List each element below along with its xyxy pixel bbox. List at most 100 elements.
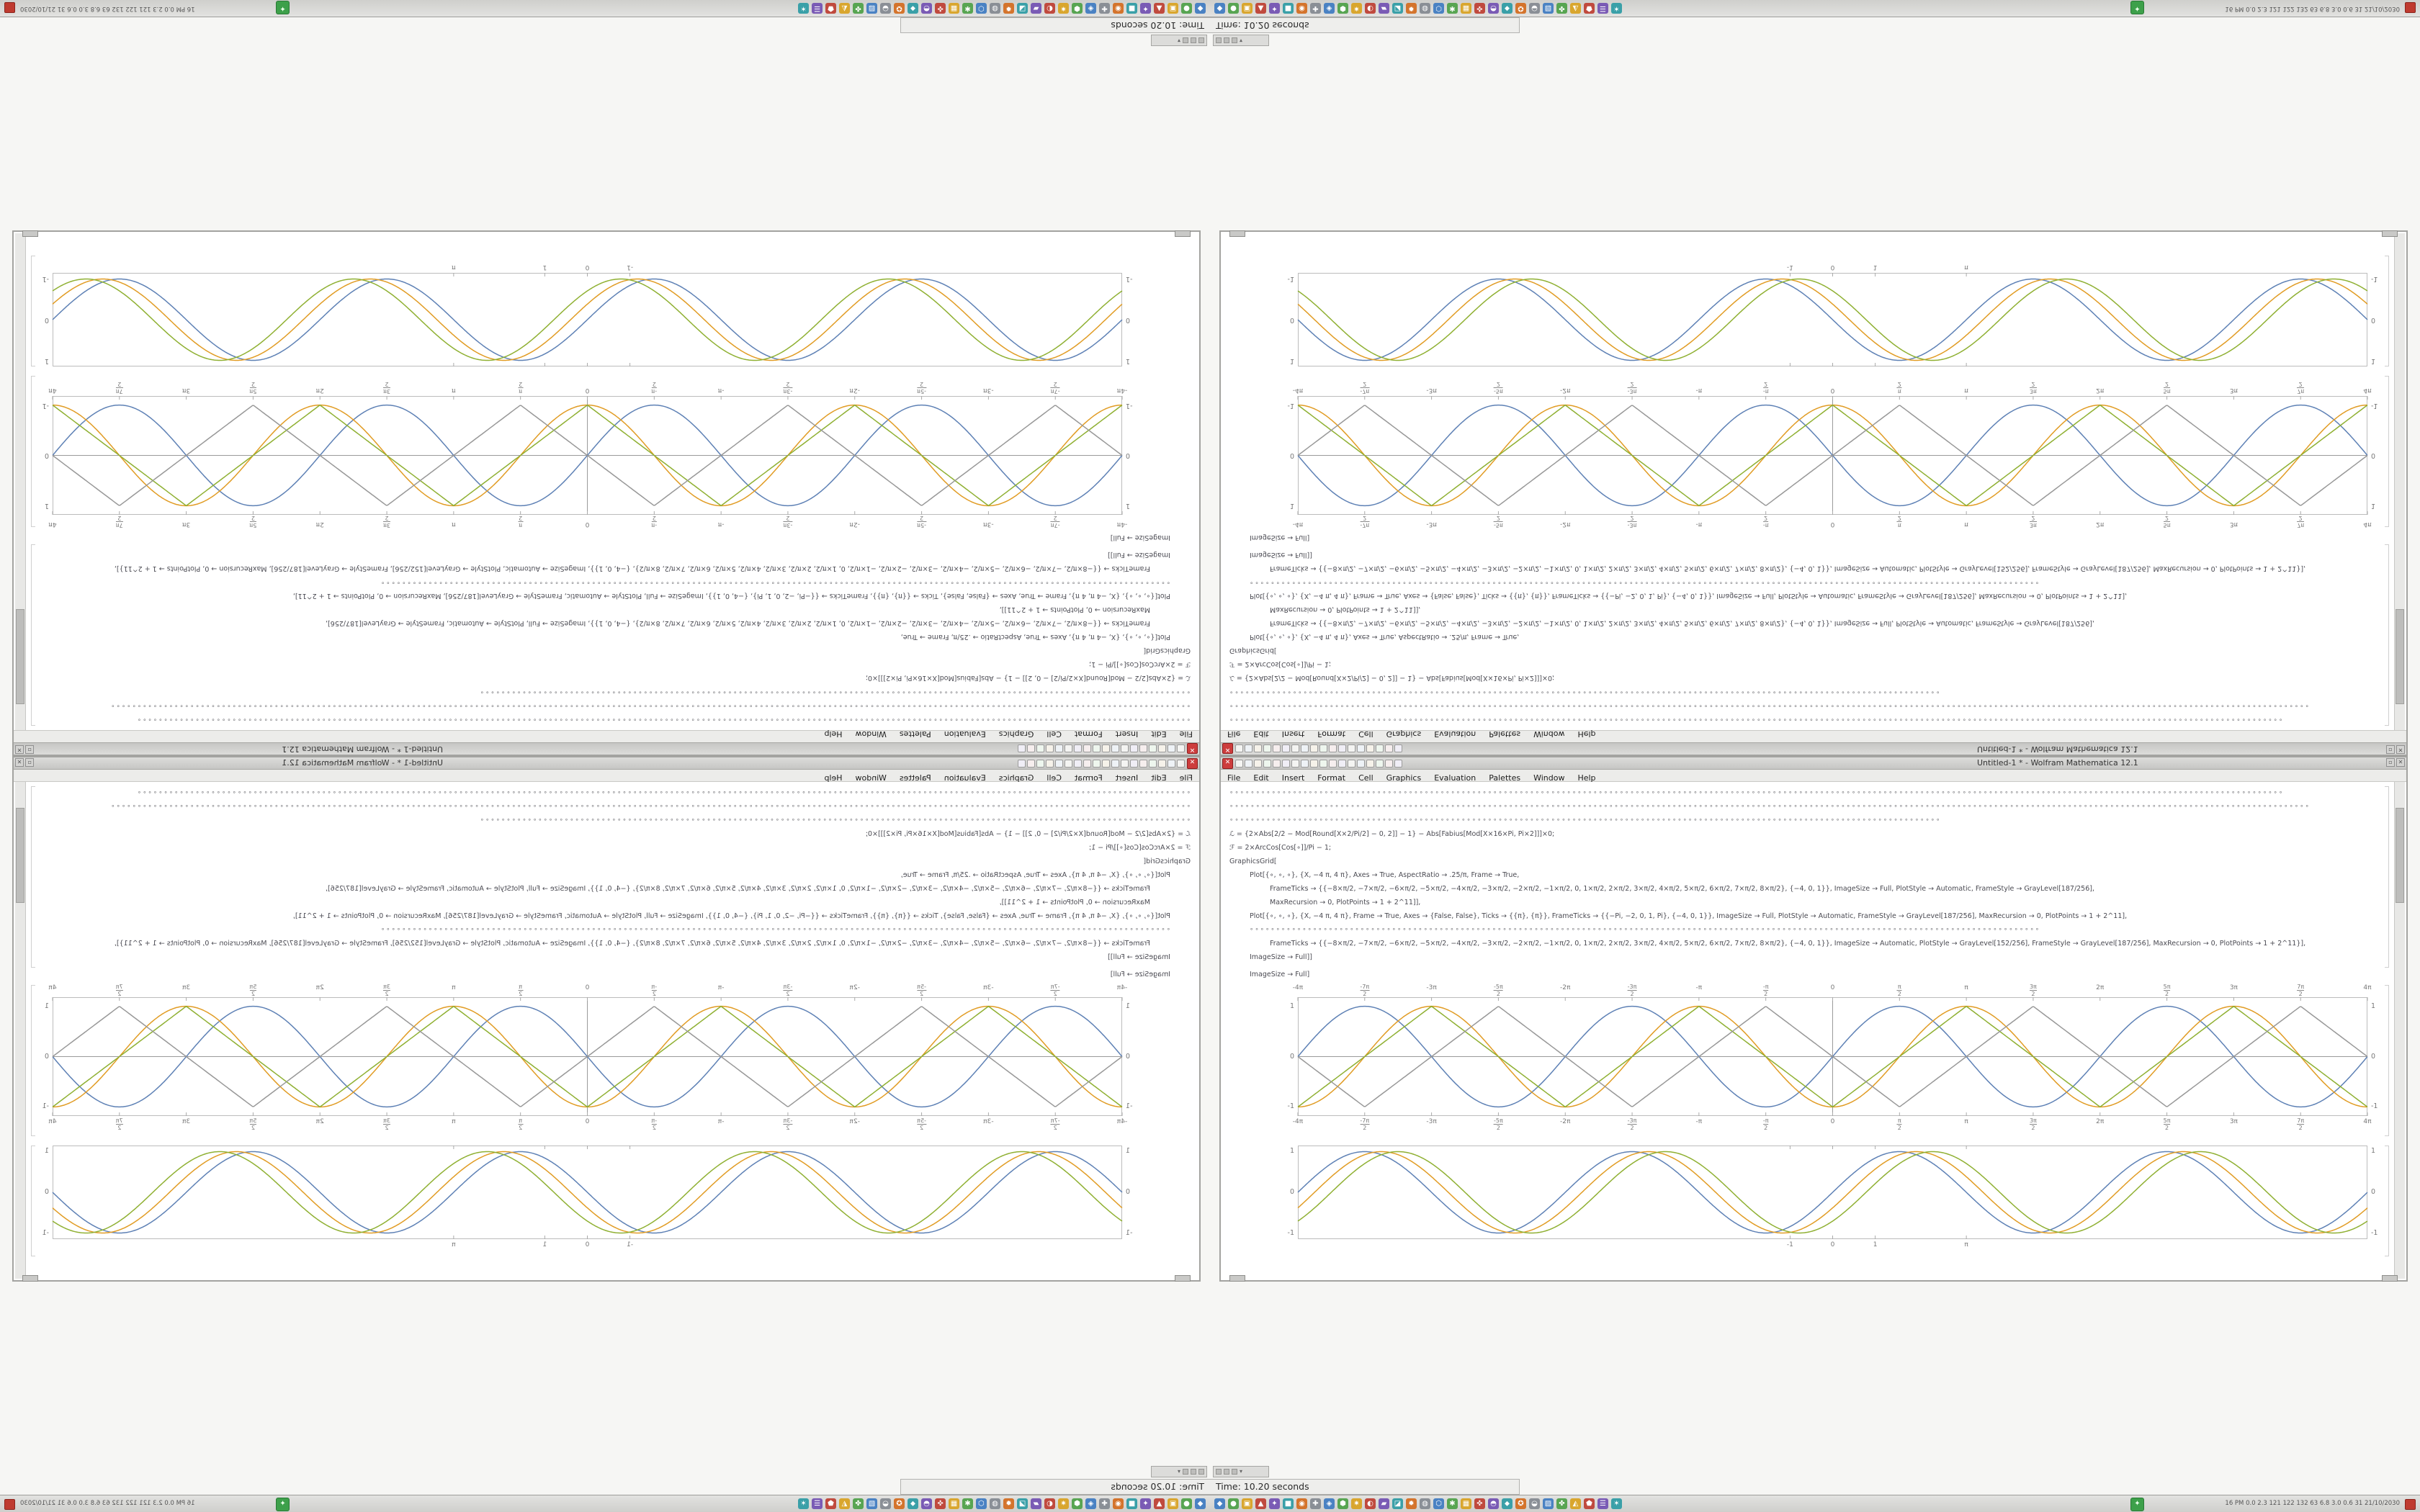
cell-bracket[interactable] bbox=[2385, 256, 2389, 366]
code-line[interactable]: ℒ = {2×Abs[2/2 − Mod[Round[X×2/Pi/2] − 0… bbox=[1229, 674, 1555, 682]
launcher-icon-2[interactable]: ● bbox=[1181, 1498, 1192, 1509]
help-icon[interactable] bbox=[1394, 744, 1402, 753]
launcher-icon-7[interactable]: ◉ bbox=[1296, 3, 1307, 14]
launcher-icon-20[interactable]: ✜ bbox=[935, 3, 946, 14]
launcher-icon-24[interactable]: ◒ bbox=[880, 3, 891, 14]
paste-icon[interactable] bbox=[1291, 744, 1299, 753]
launcher-icon-21[interactable]: ◓ bbox=[921, 3, 932, 14]
code-line[interactable]: FrameTicks → {{−8×π/2, −7×π/2, −6×π/2, −… bbox=[1270, 564, 2306, 572]
launcher-icon-25[interactable]: ▨ bbox=[866, 1498, 877, 1509]
print-icon[interactable] bbox=[1263, 759, 1271, 768]
palette-icon[interactable] bbox=[1074, 759, 1082, 768]
undo-icon[interactable] bbox=[1111, 759, 1119, 768]
launcher-icon-22[interactable]: ⬥ bbox=[1502, 1498, 1512, 1509]
menu-item-palettes[interactable]: Palettes bbox=[1489, 729, 1521, 739]
chip-button[interactable] bbox=[1232, 1469, 1237, 1475]
launcher-icon-30[interactable]: ✶ bbox=[798, 3, 809, 14]
launcher-icon-22[interactable]: ⬥ bbox=[1502, 3, 1512, 14]
timer-window[interactable]: Time: 10.20 seconds bbox=[1210, 1479, 1520, 1495]
code-line[interactable]: ∘∘∘∘∘∘∘∘∘∘∘∘∘∘∘∘∘∘∘∘∘∘∘∘∘∘∘∘∘∘∘∘∘∘∘∘∘∘∘∘… bbox=[1229, 816, 1942, 824]
code-line[interactable]: ImageSize → Full]] bbox=[1250, 953, 1312, 961]
launcher-icon-3[interactable]: ▣ bbox=[1168, 3, 1178, 14]
chip-button[interactable] bbox=[1198, 1469, 1204, 1475]
timer-window[interactable]: Time: 10.20 seconds bbox=[900, 1479, 1210, 1495]
code-line[interactable]: ∘∘∘∘∘∘∘∘∘∘∘∘∘∘∘∘∘∘∘∘∘∘∘∘∘∘∘∘∘∘∘∘∘∘∘∘∘∘∘∘… bbox=[109, 803, 1191, 810]
chip-button[interactable] bbox=[1216, 1469, 1222, 1475]
resize-handle-bottom-right[interactable] bbox=[22, 1275, 38, 1282]
code-line[interactable]: MaxRecursion → 0, PlotPoints → 1 + 2^11]… bbox=[1270, 606, 1421, 613]
code-line[interactable]: ∘∘∘∘∘∘∘∘∘∘∘∘∘∘∘∘∘∘∘∘∘∘∘∘∘∘∘∘∘∘∘∘∘∘∘∘∘∘∘∘… bbox=[379, 579, 1170, 586]
launcher-icon-24[interactable]: ◒ bbox=[1529, 3, 1540, 14]
minimized-window-chip[interactable]: ▾ bbox=[1151, 35, 1207, 46]
code-cell-tail[interactable]: ImageSize → Full] bbox=[1250, 971, 1310, 978]
cell-bracket[interactable] bbox=[31, 1146, 35, 1256]
minimize-button[interactable]: ▫ bbox=[25, 745, 34, 754]
launcher-icon-15[interactable]: ✹ bbox=[1406, 3, 1417, 14]
menu-item-cell[interactable]: Cell bbox=[1047, 729, 1062, 739]
help-icon[interactable] bbox=[1018, 744, 1026, 753]
open-icon[interactable] bbox=[1245, 744, 1252, 753]
tray-green-icon[interactable]: ✦ bbox=[276, 1, 290, 14]
launcher-icon-29[interactable]: ☰ bbox=[812, 1498, 823, 1509]
launcher-icon-17[interactable]: ⬡ bbox=[976, 3, 987, 14]
menu-item-file[interactable]: File bbox=[1179, 729, 1193, 739]
minimize-button[interactable]: ▫ bbox=[25, 758, 34, 767]
launcher-icon-1[interactable]: ◆ bbox=[1195, 3, 1206, 14]
resize-handle-bottom-right[interactable] bbox=[22, 230, 38, 237]
code-line[interactable]: ∘∘∘∘∘∘∘∘∘∘∘∘∘∘∘∘∘∘∘∘∘∘∘∘∘∘∘∘∘∘∘∘∘∘∘∘∘∘∘∘… bbox=[1229, 716, 2285, 723]
launcher-icon-19[interactable]: ▦ bbox=[949, 1498, 959, 1509]
new-notebook-icon[interactable] bbox=[1235, 744, 1243, 753]
minimized-window-chip[interactable]: ▾ bbox=[1151, 1466, 1207, 1477]
launcher-icon-14[interactable]: ◪ bbox=[1017, 1498, 1028, 1509]
launcher-icon-26[interactable]: ✤ bbox=[853, 3, 864, 14]
cut-icon[interactable] bbox=[1273, 759, 1281, 768]
cell-bracket[interactable] bbox=[31, 786, 35, 968]
launcher-icon-13[interactable]: ▰ bbox=[1031, 3, 1041, 14]
window-menu-button[interactable]: ✕ bbox=[1222, 757, 1233, 769]
code-line[interactable]: GraphicsGrid[ bbox=[1229, 858, 1277, 865]
resize-handle-bottom-left[interactable] bbox=[1175, 230, 1191, 237]
launcher-icon-8[interactable]: ✚ bbox=[1099, 3, 1110, 14]
launcher-icon-28[interactable]: ⬟ bbox=[1584, 1498, 1595, 1509]
launcher-icon-5[interactable]: ✦ bbox=[1140, 3, 1151, 14]
launcher-icon-10[interactable]: ⬢ bbox=[1072, 3, 1083, 14]
launcher-icon-19[interactable]: ▦ bbox=[949, 3, 959, 14]
code-line[interactable]: GraphicsGrid[ bbox=[1143, 647, 1191, 654]
launcher-icon-3[interactable]: ▣ bbox=[1242, 1498, 1252, 1509]
code-line[interactable]: Plot[{∘, ∘, ∘}, {X, −4 π, 4 π}, Frame → … bbox=[1250, 592, 2128, 600]
abort-icon[interactable] bbox=[1036, 759, 1044, 768]
launcher-icon-8[interactable]: ✚ bbox=[1310, 1498, 1321, 1509]
tray-power-icon[interactable] bbox=[4, 1499, 15, 1510]
launcher-icon-9[interactable]: ◈ bbox=[1085, 1498, 1096, 1509]
menu-item-insert[interactable]: Insert bbox=[1281, 729, 1305, 739]
code-line[interactable]: ℱ = 2×ArcCos[Cos[∘]]/Pi − 1; bbox=[1088, 660, 1191, 668]
doc-center-icon[interactable] bbox=[1027, 759, 1035, 768]
launcher-icon-5[interactable]: ✦ bbox=[1269, 1498, 1280, 1509]
code-line[interactable]: Plot[{∘, ∘, ∘}, {X, −4 π, 4 π}, Frame → … bbox=[292, 592, 1170, 600]
launcher-icon-12[interactable]: ◐ bbox=[1365, 3, 1376, 14]
help-icon[interactable] bbox=[1394, 759, 1402, 768]
code-cell[interactable]: ∘∘∘∘∘∘∘∘∘∘∘∘∘∘∘∘∘∘∘∘∘∘∘∘∘∘∘∘∘∘∘∘∘∘∘∘∘∘∘∘… bbox=[44, 548, 1191, 726]
launcher-icon-25[interactable]: ▨ bbox=[866, 3, 877, 14]
launcher-icon-23[interactable]: ✪ bbox=[894, 1498, 905, 1509]
insert-cell-icon[interactable] bbox=[1319, 744, 1327, 753]
format-icon[interactable] bbox=[1065, 759, 1072, 768]
save-icon[interactable] bbox=[1254, 744, 1262, 753]
launcher-icon-5[interactable]: ✦ bbox=[1140, 1498, 1151, 1509]
palette-icon[interactable] bbox=[1338, 759, 1346, 768]
code-line[interactable]: ∘∘∘∘∘∘∘∘∘∘∘∘∘∘∘∘∘∘∘∘∘∘∘∘∘∘∘∘∘∘∘∘∘∘∘∘∘∘∘∘… bbox=[478, 688, 1191, 696]
code-line[interactable]: Plot[{∘, ∘, ∘}, {X, −4 π, 4 π}, Axes → T… bbox=[900, 633, 1170, 641]
launcher-icon-7[interactable]: ◉ bbox=[1113, 3, 1124, 14]
launcher-icon-3[interactable]: ▣ bbox=[1242, 3, 1252, 14]
code-line[interactable]: ImageSize → Full]] bbox=[1108, 551, 1170, 559]
scrollbar-thumb[interactable] bbox=[16, 808, 24, 903]
menu-item-edit[interactable]: Edit bbox=[1253, 729, 1269, 739]
launcher-icon-26[interactable]: ✤ bbox=[853, 1498, 864, 1509]
menu-item-file[interactable]: File bbox=[1227, 773, 1241, 783]
code-line[interactable]: ∘∘∘∘∘∘∘∘∘∘∘∘∘∘∘∘∘∘∘∘∘∘∘∘∘∘∘∘∘∘∘∘∘∘∘∘∘∘∘∘… bbox=[135, 789, 1191, 796]
menu-item-format[interactable]: Format bbox=[1074, 729, 1103, 739]
menu-item-graphics[interactable]: Graphics bbox=[1386, 729, 1422, 739]
code-line[interactable]: ∘∘∘∘∘∘∘∘∘∘∘∘∘∘∘∘∘∘∘∘∘∘∘∘∘∘∘∘∘∘∘∘∘∘∘∘∘∘∘∘… bbox=[135, 716, 1191, 723]
chip-button[interactable] bbox=[1183, 37, 1188, 43]
code-line[interactable]: ∘∘∘∘∘∘∘∘∘∘∘∘∘∘∘∘∘∘∘∘∘∘∘∘∘∘∘∘∘∘∘∘∘∘∘∘∘∘∘∘… bbox=[109, 702, 1191, 709]
